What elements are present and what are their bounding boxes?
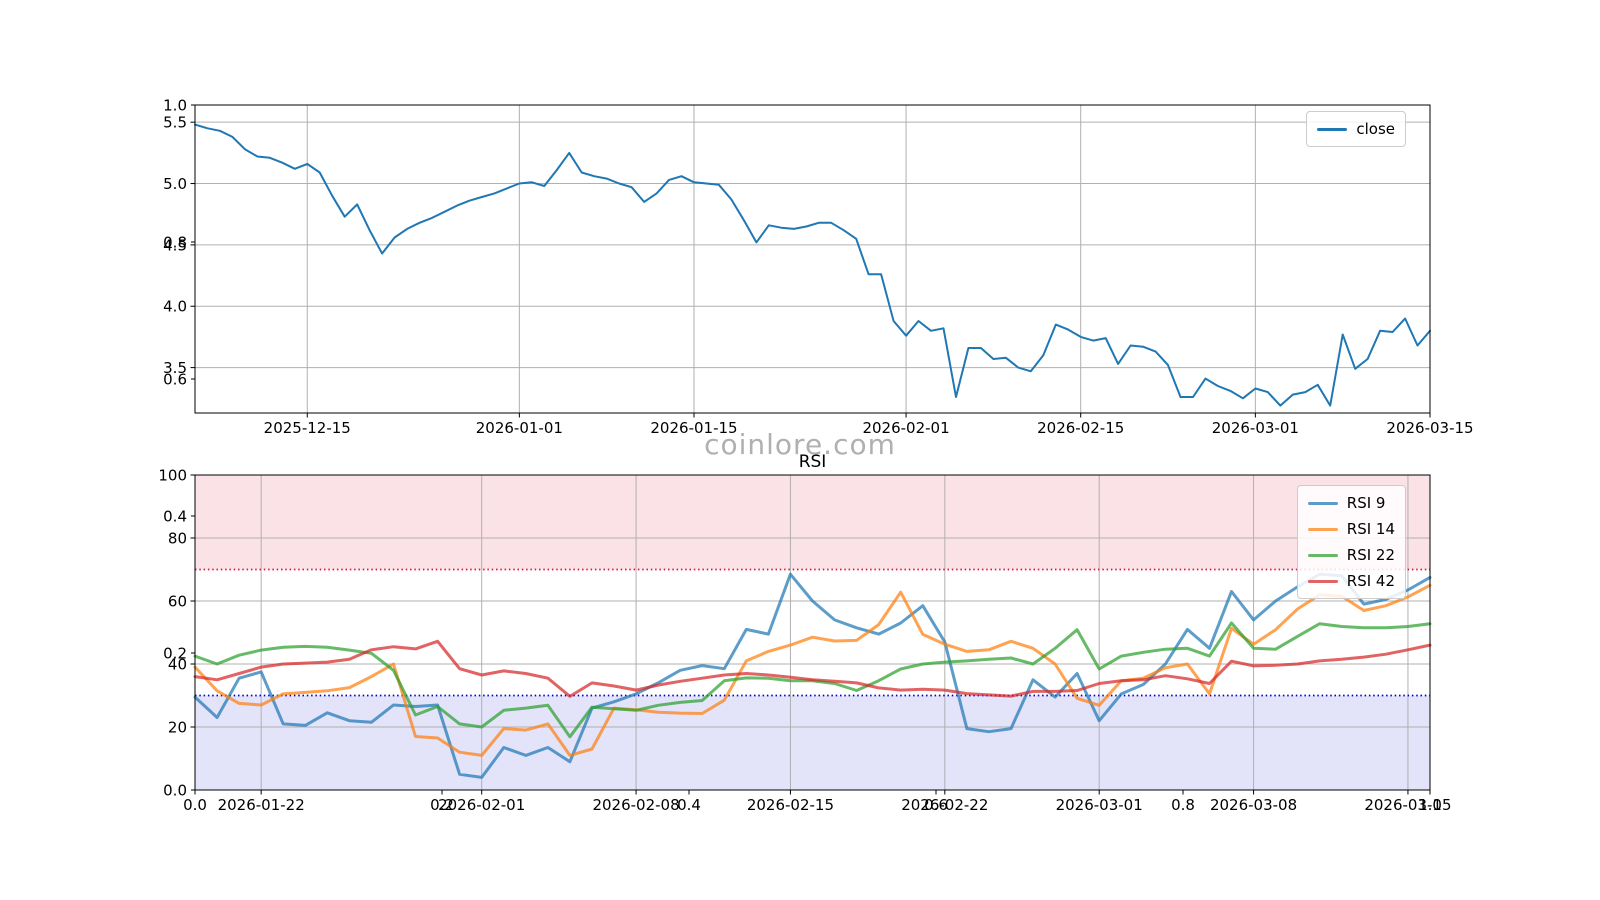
- price-chart: 2025-12-15 2026-01-01 2026-01-15 2026-02-01…: [163, 104, 1474, 438]
- svg-text:2026-03-15: 2026-03-15: [1364, 796, 1451, 814]
- gridlines: [195, 475, 1430, 790]
- oversold-band: [195, 695, 1430, 790]
- svg-text:2026-01-22: 2026-01-22: [218, 796, 305, 814]
- svg-text:2026-02-01: 2026-02-01: [438, 796, 525, 814]
- svg-text:0.4: 0.4: [163, 508, 187, 526]
- svg-text:0.0: 0.0: [183, 796, 207, 814]
- svg-text:2026-03-01: 2026-03-01: [1212, 419, 1299, 437]
- hidden-axis-ticks: 1.0 0.8 0.6 0.4 0.2 0.00.0 0.2 0.4 0.6 0.8 1.0: [163, 97, 1442, 815]
- legend-label-close: close: [1356, 120, 1395, 138]
- svg-text:4.0: 4.0: [163, 298, 187, 316]
- svg-text:0.8: 0.8: [163, 234, 187, 252]
- tick-labels: 2025-12-15 2026-01-01 2026-01-15 2026-02-01…: [163, 114, 1473, 438]
- legend-label-rsi-14: RSI 14: [1346, 520, 1395, 538]
- gridlines: [195, 105, 1431, 413]
- svg-text:2026-02-08: 2026-02-08: [592, 796, 679, 814]
- svg-text:40: 40: [168, 656, 187, 674]
- overbought-band: [195, 475, 1430, 570]
- legend-label-rsi-22: RSI 22: [1346, 546, 1395, 564]
- svg-text:0.6: 0.6: [163, 371, 187, 389]
- rsi-panel-title: RSI: [798, 452, 827, 472]
- rsi-42-line-swatch: [1307, 579, 1338, 583]
- legend-item-rsi-42: RSI 42: [1307, 568, 1395, 594]
- svg-text:60: 60: [168, 593, 187, 611]
- svg-text:2026-01-01: 2026-01-01: [476, 419, 563, 437]
- rsi-9-line-swatch: [1307, 501, 1338, 505]
- legend-label-rsi-9: RSI 9: [1346, 494, 1386, 512]
- svg-text:1.0: 1.0: [1418, 796, 1442, 814]
- legend-close: close: [1306, 111, 1406, 147]
- svg-text:0.4: 0.4: [677, 796, 701, 814]
- svg-text:0.2: 0.2: [430, 796, 454, 814]
- legend-item-rsi-14: RSI 14: [1307, 516, 1395, 542]
- svg-text:2026-02-15: 2026-02-15: [1037, 419, 1124, 437]
- rsi-9-line: [193, 572, 1432, 779]
- svg-text:2026-03-15: 2026-03-15: [1386, 419, 1473, 437]
- svg-text:100: 100: [158, 467, 187, 485]
- svg-text:20: 20: [168, 719, 187, 737]
- svg-text:2026-03-08: 2026-03-08: [1210, 796, 1297, 814]
- svg-text:4.5: 4.5: [163, 236, 187, 254]
- axes-spines: [194, 104, 1431, 414]
- svg-text:80: 80: [168, 530, 187, 548]
- legend-item-rsi-22: RSI 22: [1307, 542, 1395, 568]
- svg-text:2026-03-01: 2026-03-01: [1056, 796, 1143, 814]
- svg-text:2026-02-01: 2026-02-01: [862, 419, 949, 437]
- legend-item-close: close: [1317, 116, 1395, 142]
- rsi-42-line: [193, 639, 1432, 698]
- svg-text:2026-01-15: 2026-01-15: [650, 419, 737, 437]
- svg-text:3.5: 3.5: [163, 359, 187, 377]
- close-line-swatch: [1317, 127, 1348, 131]
- svg-text:5.5: 5.5: [163, 114, 187, 132]
- rsi-chart: 2026-01-22 2026-02-01 2026-02-08 2026-02-15…: [158, 467, 1451, 815]
- svg-text:1.0: 1.0: [163, 97, 187, 115]
- rsi-14-line-swatch: [1307, 527, 1338, 531]
- svg-text:5.0: 5.0: [163, 175, 187, 193]
- svg-text:2026-02-22: 2026-02-22: [901, 796, 988, 814]
- tick-labels: 2026-01-22 2026-02-01 2026-02-08 2026-02-15…: [158, 467, 1451, 815]
- axes-spines: [194, 474, 1431, 791]
- legend-item-rsi-9: RSI 9: [1307, 490, 1395, 516]
- svg-text:0.0: 0.0: [163, 782, 187, 800]
- rsi-22-line-swatch: [1307, 553, 1338, 557]
- svg-text:2025-12-15: 2025-12-15: [264, 419, 351, 437]
- svg-text:0.6: 0.6: [924, 796, 948, 814]
- svg-text:0.8: 0.8: [1171, 796, 1195, 814]
- svg-text:2026-02-15: 2026-02-15: [747, 796, 834, 814]
- legend-label-rsi-42: RSI 42: [1346, 572, 1395, 590]
- svg-text:0.2: 0.2: [163, 645, 187, 663]
- close-line: [194, 123, 1431, 407]
- legend-rsi: RSI 9 RSI 14 RSI 22 RSI 42: [1296, 485, 1406, 599]
